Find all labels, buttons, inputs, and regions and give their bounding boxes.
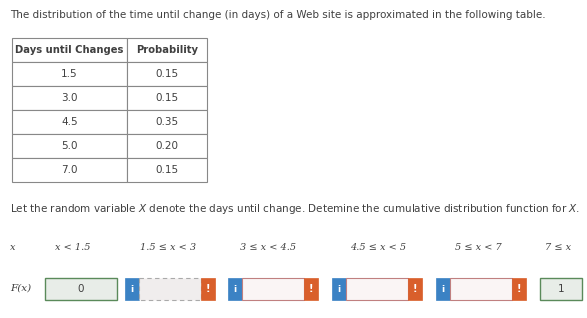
Text: x: x xyxy=(10,244,15,252)
Text: 5.0: 5.0 xyxy=(61,141,77,151)
Text: !: ! xyxy=(206,284,210,294)
Text: 0.15: 0.15 xyxy=(156,93,178,103)
Bar xyxy=(242,278,304,300)
Bar xyxy=(450,278,512,300)
Text: 4.5 ≤ x < 5: 4.5 ≤ x < 5 xyxy=(350,244,406,252)
Text: F(x): F(x) xyxy=(10,284,31,293)
Bar xyxy=(127,38,207,62)
Bar xyxy=(45,278,117,300)
Text: 1.5 ≤ x < 3: 1.5 ≤ x < 3 xyxy=(140,244,196,252)
Bar xyxy=(127,86,207,110)
Text: i: i xyxy=(130,285,134,294)
Bar xyxy=(12,110,127,134)
Text: 0.20: 0.20 xyxy=(156,141,178,151)
Text: The distribution of the time until change (in days) of a Web site is approximate: The distribution of the time until chang… xyxy=(10,10,546,20)
Text: 1: 1 xyxy=(558,284,564,294)
Bar xyxy=(12,38,127,62)
Text: Probability: Probability xyxy=(136,45,198,55)
Text: 0: 0 xyxy=(77,284,85,294)
Text: 1.5: 1.5 xyxy=(61,69,78,79)
Bar xyxy=(346,278,408,300)
Text: !: ! xyxy=(517,284,521,294)
Text: !: ! xyxy=(309,284,313,294)
Text: Days until Changes: Days until Changes xyxy=(15,45,124,55)
Text: 0.35: 0.35 xyxy=(156,117,178,127)
Text: x < 1.5: x < 1.5 xyxy=(55,244,90,252)
Bar xyxy=(127,134,207,158)
Bar xyxy=(436,278,450,300)
Bar xyxy=(512,278,526,300)
Bar xyxy=(201,278,215,300)
Text: !: ! xyxy=(413,284,417,294)
Text: 7.0: 7.0 xyxy=(61,165,77,175)
Bar xyxy=(304,278,318,300)
Bar xyxy=(408,278,422,300)
Bar xyxy=(12,158,127,182)
Text: i: i xyxy=(338,285,340,294)
Text: 7 ≤ x: 7 ≤ x xyxy=(545,244,571,252)
Bar xyxy=(127,62,207,86)
Bar xyxy=(332,278,346,300)
Bar xyxy=(12,62,127,86)
Bar xyxy=(12,134,127,158)
Text: Let the random variable $X$ denote the days until change. Detemine the cumulativ: Let the random variable $X$ denote the d… xyxy=(10,202,580,216)
Text: i: i xyxy=(234,285,237,294)
Text: 0.15: 0.15 xyxy=(156,165,178,175)
Bar xyxy=(139,278,201,300)
Bar xyxy=(540,278,582,300)
Bar xyxy=(228,278,242,300)
Text: 3.0: 3.0 xyxy=(61,93,77,103)
Bar xyxy=(127,158,207,182)
Bar xyxy=(125,278,139,300)
Text: 3 ≤ x < 4.5: 3 ≤ x < 4.5 xyxy=(240,244,296,252)
Text: 4.5: 4.5 xyxy=(61,117,78,127)
Bar xyxy=(127,110,207,134)
Text: i: i xyxy=(441,285,444,294)
Bar xyxy=(12,86,127,110)
Text: 0.15: 0.15 xyxy=(156,69,178,79)
Text: 5 ≤ x < 7: 5 ≤ x < 7 xyxy=(455,244,502,252)
